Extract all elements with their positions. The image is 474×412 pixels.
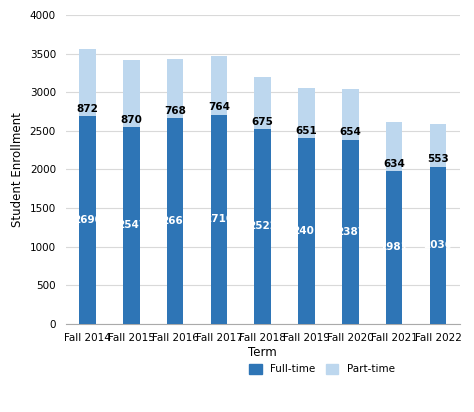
- Bar: [167, 59, 183, 119]
- Text: 2690: 2690: [73, 215, 102, 225]
- Bar: [342, 140, 359, 324]
- Legend: Full-time, Part-time: Full-time, Part-time: [245, 360, 399, 379]
- Text: 870: 870: [120, 115, 142, 125]
- Text: 2547: 2547: [117, 220, 146, 230]
- Bar: [79, 116, 96, 324]
- Bar: [79, 49, 96, 116]
- Text: 2660: 2660: [161, 216, 190, 226]
- Text: 651: 651: [296, 126, 318, 136]
- Bar: [255, 129, 271, 324]
- Bar: [255, 77, 271, 129]
- Text: 634: 634: [383, 159, 405, 169]
- Text: 764: 764: [208, 102, 230, 112]
- Text: 654: 654: [339, 127, 361, 137]
- Bar: [429, 166, 447, 324]
- Bar: [342, 89, 359, 140]
- Y-axis label: Student Enrollment: Student Enrollment: [11, 112, 24, 227]
- Bar: [123, 127, 140, 324]
- Text: 675: 675: [252, 117, 273, 127]
- Text: 553: 553: [427, 154, 449, 164]
- Text: 768: 768: [164, 106, 186, 116]
- Text: 1981: 1981: [380, 242, 409, 252]
- Text: 2387: 2387: [336, 227, 365, 236]
- Text: 2522: 2522: [248, 221, 277, 232]
- X-axis label: Term: Term: [248, 346, 277, 359]
- Bar: [210, 56, 227, 115]
- Bar: [298, 88, 315, 138]
- Text: 2036: 2036: [423, 240, 453, 250]
- Text: 2401: 2401: [292, 226, 321, 236]
- Bar: [386, 171, 402, 324]
- Bar: [210, 115, 227, 324]
- Bar: [123, 60, 140, 127]
- Bar: [429, 124, 447, 166]
- Bar: [386, 122, 402, 171]
- Bar: [298, 138, 315, 324]
- Text: 2710: 2710: [204, 214, 234, 224]
- Text: 872: 872: [77, 104, 99, 114]
- Bar: [167, 119, 183, 324]
